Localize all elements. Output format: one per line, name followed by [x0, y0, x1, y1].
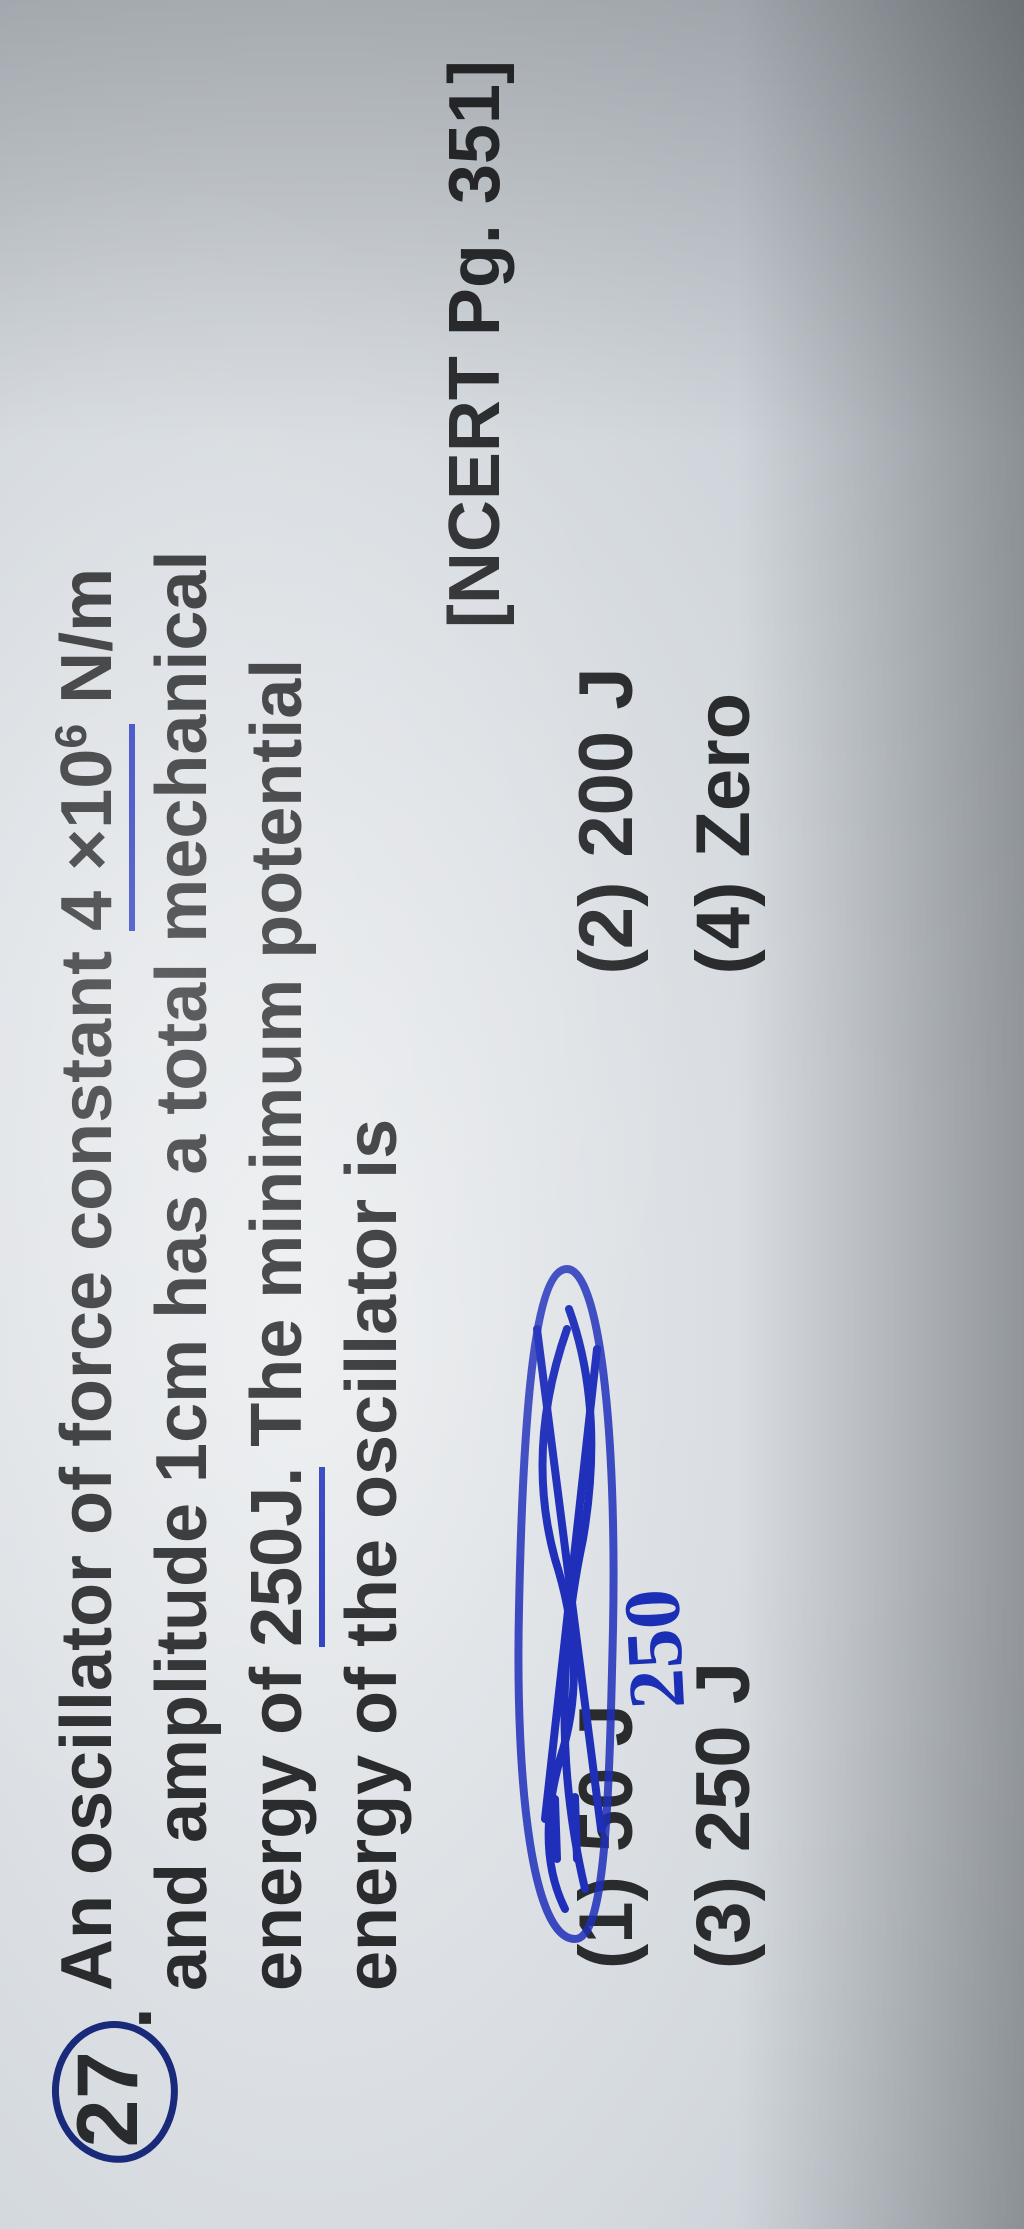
question-line2: and amplitude 1cm has a total mechanical — [135, 60, 230, 1991]
question-line1-c: N/m — [47, 568, 127, 724]
option-2-number: (2) — [563, 882, 650, 975]
question-line1-a: An oscillator of force constant — [47, 931, 127, 1991]
question-text: An oscillator of force constant 4 ×106 N… — [40, 60, 523, 1991]
option-2: (2) 200 J — [563, 60, 650, 975]
option-2-value: 200 J — [563, 667, 650, 857]
question-line3-c: The minimum potential — [237, 659, 317, 1467]
option-4: (4) Zero — [680, 60, 767, 975]
question-number: 27 — [48, 2029, 168, 2169]
question-line3-a: energy of — [237, 1647, 317, 1991]
option-4-value: Zero — [680, 693, 767, 858]
option-3-number: (3) — [680, 1876, 767, 1969]
question-number-badge: 27 . — [48, 2019, 178, 2169]
handwritten-250: 250 — [607, 1587, 704, 1712]
question-energy-value: 250J. — [237, 1467, 325, 1647]
option-3: (3) 250 J — [680, 1055, 767, 1970]
question-line4: energy of the oscillator is — [325, 60, 420, 1991]
question-number-period: . — [78, 2007, 170, 2029]
option-4-number: (4) — [680, 882, 767, 975]
question-constant-value: 4 ×106 — [47, 724, 135, 931]
